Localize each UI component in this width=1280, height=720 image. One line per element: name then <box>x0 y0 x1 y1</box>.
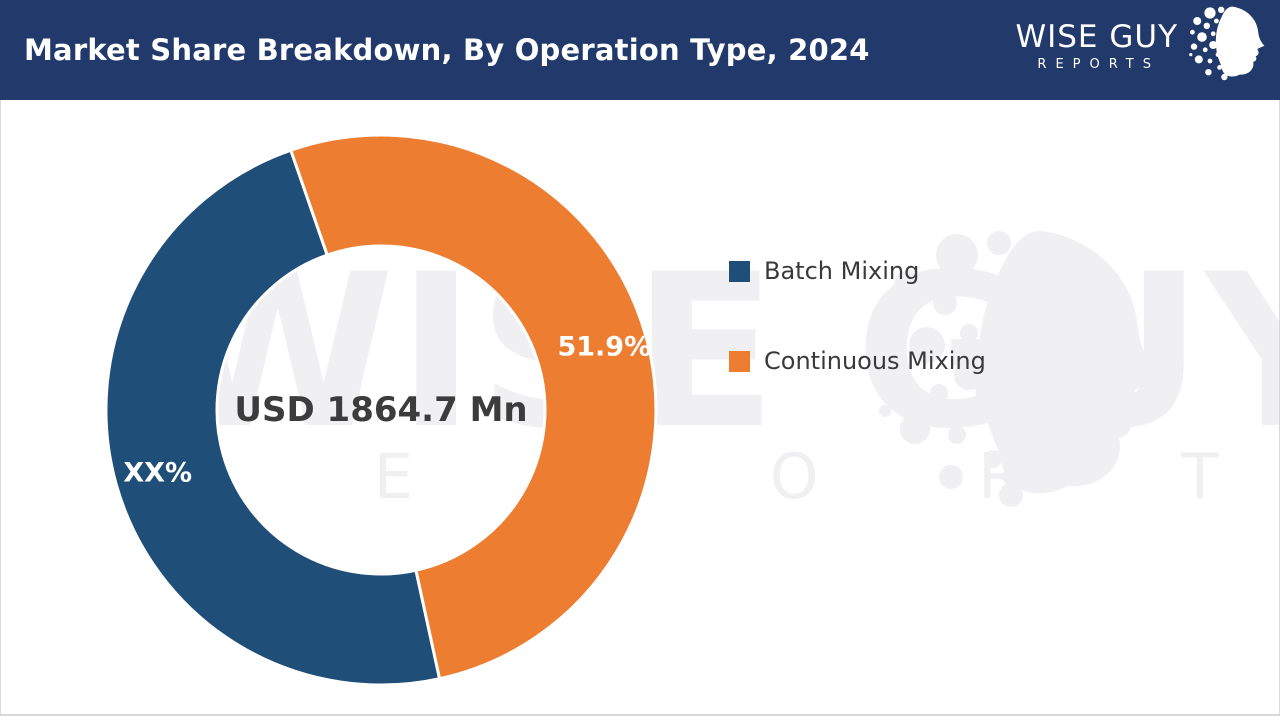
chart-center-value: USD 1864.7 Mn <box>234 390 528 430</box>
legend-label: Continuous Mixing <box>764 347 986 375</box>
legend: Batch Mixing Continuous Mixing <box>729 250 986 430</box>
legend-label: Batch Mixing <box>764 257 920 285</box>
legend-item-batch-mixing: Batch Mixing <box>729 250 986 292</box>
header-bar: Market Share Breakdown, By Operation Typ… <box>0 0 1280 100</box>
logo-subtext: REPORTS <box>1037 56 1161 72</box>
wise-guy-reports-logo: WISE GUY REPORTS <box>1015 4 1274 86</box>
slice-label: 51.9% <box>557 332 651 363</box>
logo-wordmark: WISE GUY <box>1015 18 1178 55</box>
slice-label: XX% <box>123 457 192 488</box>
donut-slice-continuous-mixing <box>288 133 658 681</box>
legend-swatch <box>729 260 750 282</box>
donut-chart: XX% 51.9% <box>104 133 658 687</box>
legend-swatch <box>729 350 750 372</box>
head-profile-icon <box>1189 6 1265 81</box>
page-title: Market Share Breakdown, By Operation Typ… <box>24 33 870 67</box>
donut-slice-batch-mixing <box>104 148 442 687</box>
legend-item-continuous-mixing: Continuous Mixing <box>729 340 986 382</box>
logo-text: WISE GUY REPORTS <box>1015 19 1178 72</box>
chart-area: WISE GUY R E P O R T S XX%51.9% USD 1864… <box>0 100 1280 716</box>
